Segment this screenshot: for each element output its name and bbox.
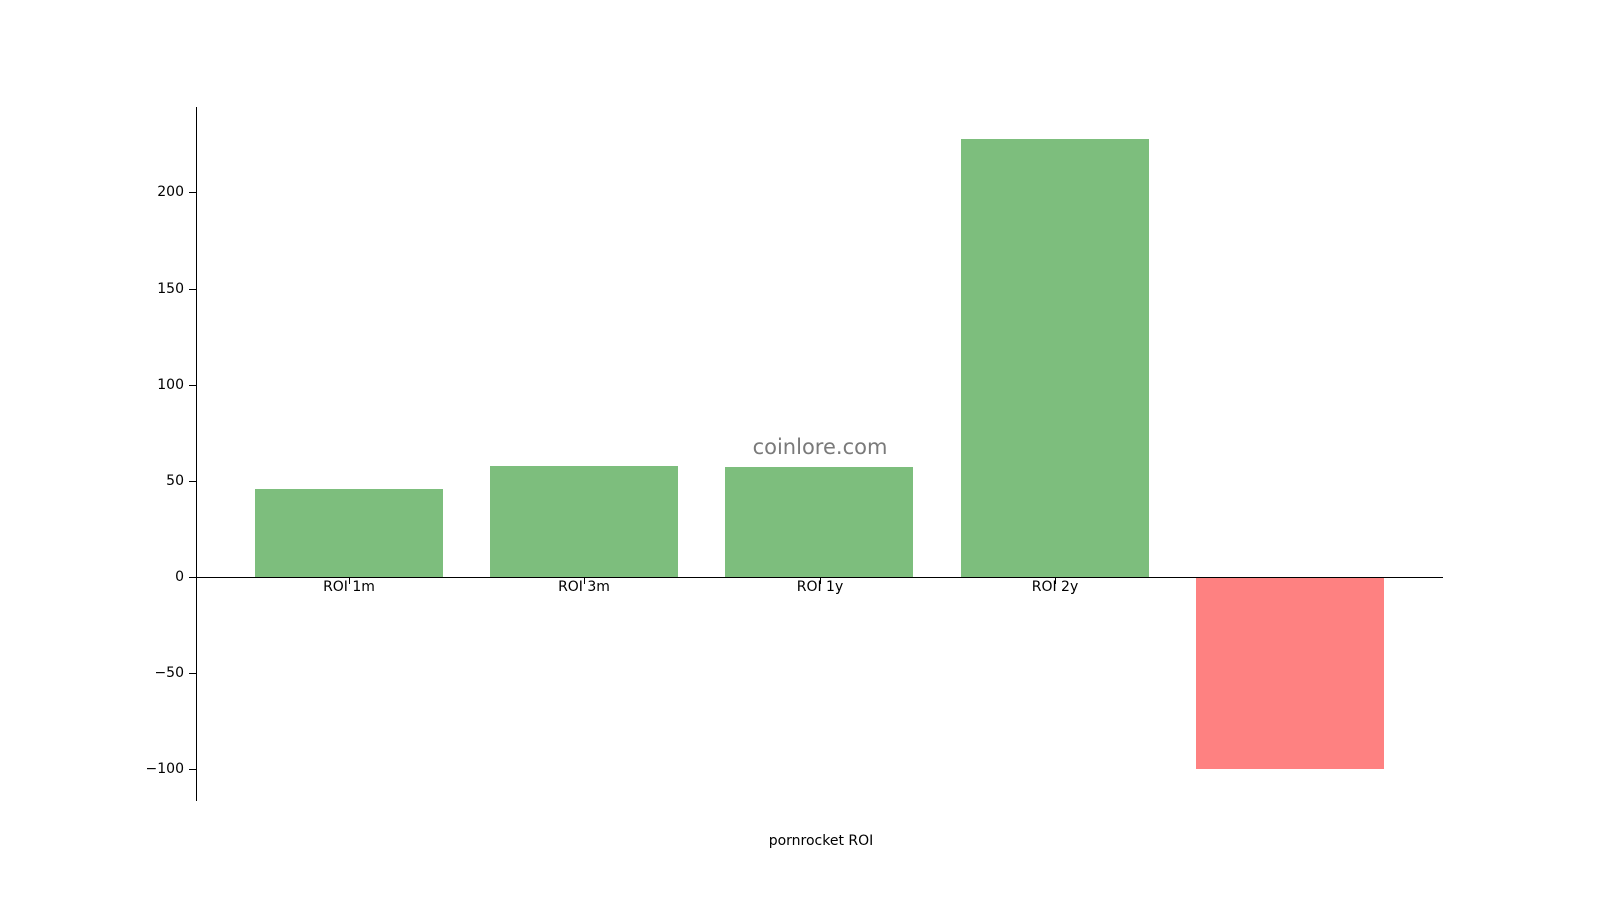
y-tick-mark [189, 577, 196, 578]
y-tick-label: 100 [157, 377, 184, 393]
bar-roi-2y [961, 139, 1149, 578]
chart-title: pornrocket ROI [768, 833, 874, 849]
y-tick-label: 0 [175, 569, 184, 585]
y-tick-mark [189, 289, 196, 290]
x-axis-zero-line [196, 577, 1443, 578]
y-tick-mark [189, 769, 196, 770]
x-tick-label: ROI 2y [1031, 579, 1079, 595]
y-tick-label: −100 [145, 761, 184, 777]
y-tick-label: 200 [157, 184, 184, 200]
y-tick-mark [189, 481, 196, 482]
y-axis-spine [196, 107, 197, 801]
x-tick-mark [820, 577, 821, 584]
x-tick-mark [584, 577, 585, 584]
bar-roi-1y [725, 467, 913, 577]
bar-unlabeled [1196, 577, 1384, 769]
bar-roi-3m [490, 466, 678, 578]
x-tick-mark [349, 577, 350, 584]
x-tick-label: ROI 1m [323, 579, 375, 595]
y-tick-mark [189, 385, 196, 386]
y-tick-label: −50 [154, 665, 184, 681]
watermark-text: coinlore.com [752, 435, 888, 459]
bar-roi-1m [255, 489, 443, 577]
x-tick-mark [1055, 577, 1056, 584]
y-tick-label: 50 [166, 473, 184, 489]
y-tick-label: 150 [157, 281, 184, 297]
x-tick-label: ROI 3m [558, 579, 610, 595]
y-tick-mark [189, 192, 196, 193]
y-tick-mark [189, 673, 196, 674]
x-tick-label: ROI 1y [796, 579, 844, 595]
